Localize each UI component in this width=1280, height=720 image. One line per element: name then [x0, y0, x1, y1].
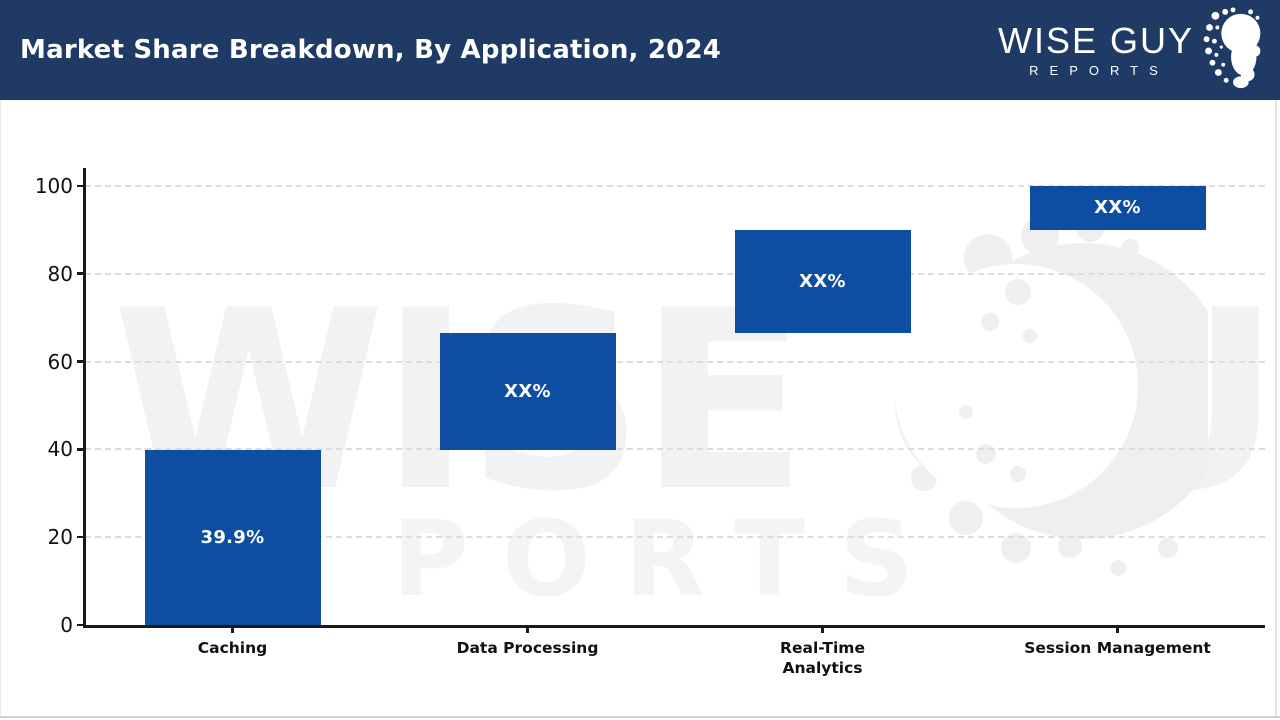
x-axis-tick-2 [821, 625, 824, 633]
wise-guy-reports-logo: WISE GUY REPORTS [998, 0, 1270, 100]
y-axis-tick-label-60: 60 [47, 349, 73, 374]
y-axis-line [83, 168, 86, 627]
gridline-80 [85, 272, 1265, 275]
y-axis-tick-label-40: 40 [47, 437, 73, 462]
category-label-2: Real-Time Analytics [675, 638, 970, 678]
bar-caching: 39.9% [144, 449, 321, 625]
category-label-line: Data Processing [456, 639, 599, 657]
y-axis-tick-80 [77, 272, 85, 275]
y-axis-tick-label-0: 0 [60, 613, 73, 637]
bar-value-label: XX% [799, 270, 846, 292]
logo-text: WISE GUY REPORTS [997, 20, 1194, 79]
x-axis-tick-1 [526, 625, 529, 633]
header-banner: Market Share Breakdown, By Application, … [0, 0, 1280, 100]
bar-value-label: XX% [1094, 197, 1141, 219]
y-axis-tick-label-80: 80 [47, 261, 73, 286]
gridline-20 [85, 536, 1265, 539]
right-edge-line [1275, 100, 1277, 716]
x-axis-tick-0 [231, 625, 234, 633]
waterfall-chart: 0 20 40 60 80 100 39.9% Caching XX% Data Processi… [0, 100, 1280, 718]
y-axis-tick-100 [77, 184, 85, 188]
category-label-0: Caching [85, 638, 380, 658]
y-axis-tick-60 [77, 360, 85, 363]
left-edge-line [0, 100, 1, 716]
logo-face-icon [1203, 7, 1261, 89]
logo-subtitle: REPORTS [1029, 63, 1169, 78]
page-title: Market Share Breakdown, By Application, … [20, 35, 722, 65]
bar-data-processing: XX% [439, 333, 616, 450]
bar-value-label: 39.9% [200, 526, 265, 548]
y-axis-tick-40 [77, 448, 85, 451]
category-label-line: Session Management [1024, 639, 1211, 657]
gridline-60 [85, 360, 1265, 363]
bottom-edge-line [0, 716, 1280, 718]
x-axis-line [83, 625, 1265, 628]
y-axis-tick-20 [77, 535, 85, 539]
y-axis-tick-label-100: 100 [34, 173, 73, 198]
logo-wordmark: WISE GUY [997, 20, 1194, 61]
watermark-face-icon [894, 214, 1208, 576]
bar-value-label: XX% [504, 380, 551, 402]
y-axis-tick-0 [77, 623, 85, 627]
category-label-line: Caching [197, 639, 268, 657]
bar-real-time-analytics: XX% [734, 229, 911, 333]
watermark-text-small: PORTS [392, 498, 948, 620]
category-label-3: Session Management [970, 638, 1265, 658]
category-label-line: Real-Time [780, 639, 865, 657]
bar-session-management: XX% [1029, 185, 1206, 230]
category-label-1: Data Processing [380, 638, 675, 658]
x-axis-tick-3 [1116, 625, 1119, 633]
y-axis-tick-label-20: 20 [47, 525, 73, 550]
category-label-line: Analytics [782, 659, 863, 677]
gridline-40 [85, 448, 1265, 451]
gridline-100 [85, 184, 1265, 187]
